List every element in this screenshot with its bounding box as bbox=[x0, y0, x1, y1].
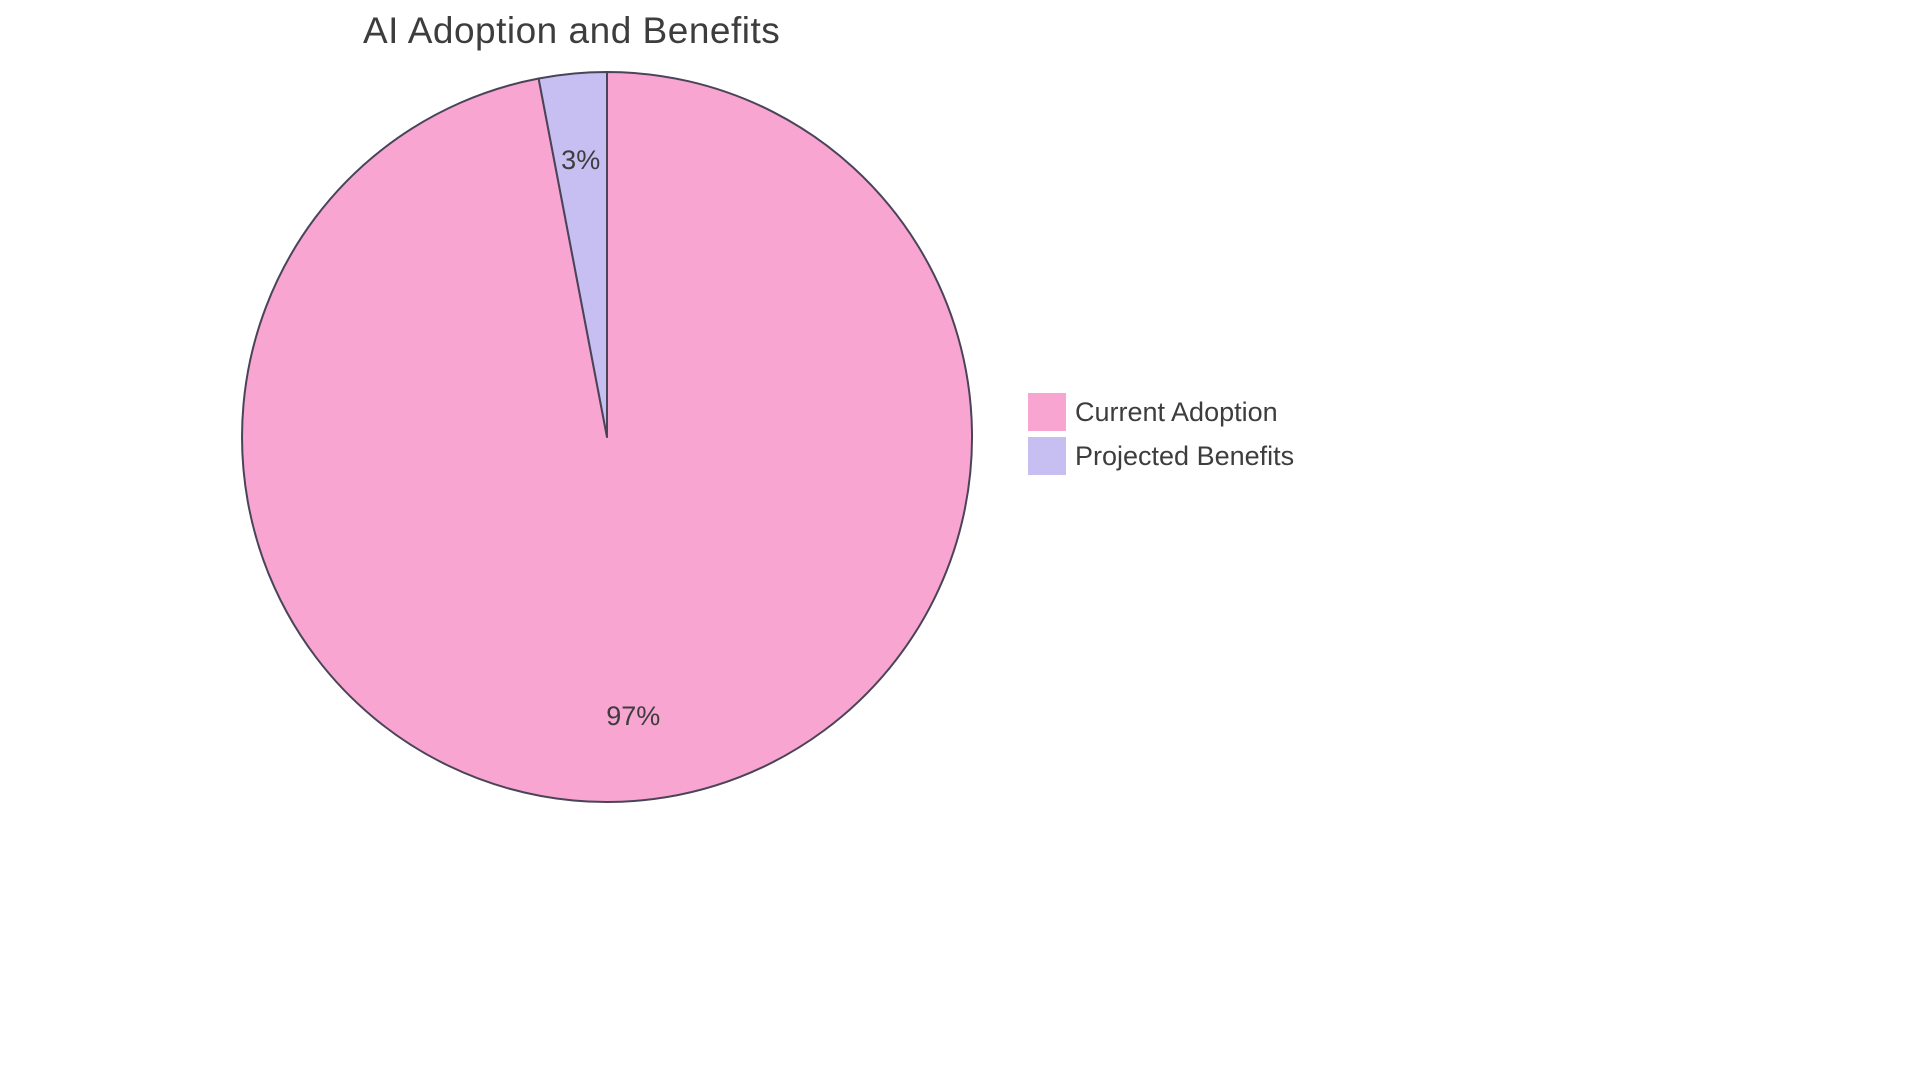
legend-label: Projected Benefits bbox=[1075, 440, 1295, 471]
legend-label: Current Adoption bbox=[1075, 396, 1278, 427]
slice-percentage-label-1: 3% bbox=[561, 145, 600, 175]
chart-title: AI Adoption and Benefits bbox=[363, 10, 781, 51]
pie-slice-1[interactable] bbox=[537, 71, 608, 438]
legend-item-projected-benefits[interactable]: Projected Benefits bbox=[1028, 437, 1294, 475]
legend-swatch bbox=[1028, 437, 1066, 475]
legend-swatch bbox=[1028, 393, 1066, 431]
legend: Current Adoption Projected Benefits bbox=[1028, 393, 1294, 475]
slice-percentage-label-0: 97% bbox=[606, 701, 660, 731]
legend-item-current-adoption[interactable]: Current Adoption bbox=[1028, 393, 1294, 431]
